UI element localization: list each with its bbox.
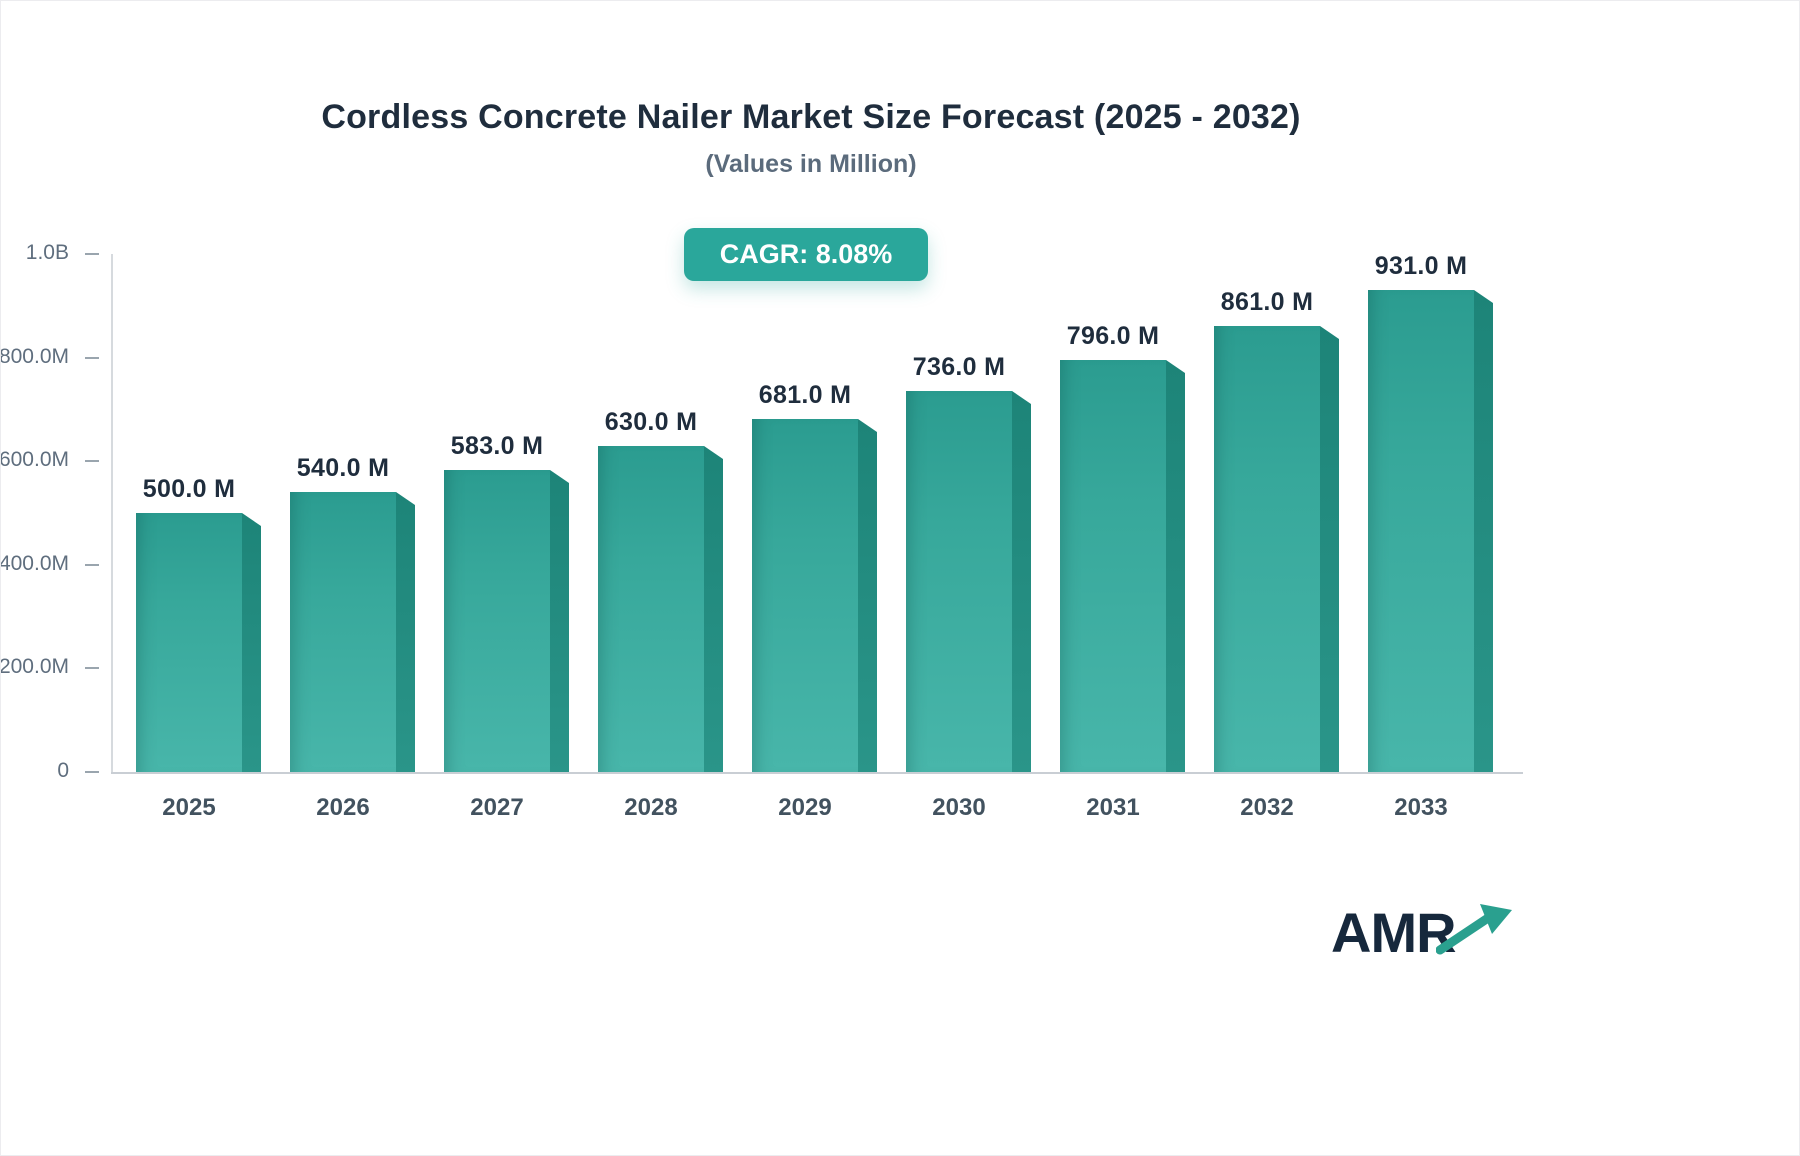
bar-2027[interactable]: 583.0 M: [444, 432, 569, 772]
x-axis-label-2026: 2026: [316, 794, 370, 821]
bar-value-label: 796.0 M: [1066, 322, 1160, 350]
bar-side-face: [1474, 290, 1493, 772]
x-axis-label-2025: 2025: [162, 794, 216, 821]
bar-2033[interactable]: 931.0 M: [1368, 252, 1493, 772]
bar-front-face[interactable]: [752, 419, 858, 772]
bar-front-face[interactable]: [1214, 326, 1320, 772]
x-axis-label-2032: 2032: [1240, 794, 1294, 821]
amr-logo: AMR: [1321, 894, 1531, 974]
bar-value-label: 736.0 M: [912, 353, 1006, 381]
bar-side-face: [858, 419, 877, 772]
y-tick-label: 200.0M: [0, 655, 69, 679]
bar-value-label: 630.0 M: [604, 408, 698, 436]
bar-2028[interactable]: 630.0 M: [598, 408, 723, 772]
amr-logo-text: AMR: [1331, 901, 1457, 964]
x-axis-label-2033: 2033: [1394, 794, 1448, 821]
bar-2030[interactable]: 736.0 M: [906, 353, 1031, 772]
bar-side-face: [242, 513, 261, 772]
bar-value-label: 540.0 M: [296, 454, 390, 482]
x-axis-label-2028: 2028: [624, 794, 678, 821]
x-axis-line: [111, 772, 1523, 774]
bar-2029[interactable]: 681.0 M: [752, 381, 877, 772]
bar-value-label: 931.0 M: [1374, 252, 1468, 280]
cagr-badge: CAGR: 8.08%: [684, 228, 928, 281]
bar-value-label: 861.0 M: [1220, 288, 1314, 316]
plot-area: 1.0B 800.0M 600.0M 400.0M 200.0M 0 500.0 M 2025…: [1, 241, 1523, 821]
x-axis-label-2030: 2030: [932, 794, 986, 821]
x-axis-label-2031: 2031: [1086, 794, 1140, 821]
y-tick-mark: [85, 460, 99, 463]
y-axis-line: [111, 254, 113, 772]
bar-value-label: 583.0 M: [450, 432, 544, 460]
bar-side-face: [550, 470, 569, 772]
y-tick-mark: [85, 356, 99, 359]
y-tick-mark: [85, 771, 99, 773]
x-axis-label-2027: 2027: [470, 794, 524, 821]
y-tick-label: 600.0M: [0, 448, 69, 472]
y-tick-label: 0: [57, 759, 69, 782]
y-tick-label: 800.0M: [0, 344, 69, 368]
bar-2031[interactable]: 796.0 M: [1060, 322, 1185, 772]
chart-title: Cordless Concrete Nailer Market Size For…: [321, 98, 1301, 136]
y-tick-label: 400.0M: [0, 551, 69, 575]
bar-side-face: [396, 492, 415, 772]
bar-front-face[interactable]: [598, 446, 704, 772]
bar-side-face: [704, 446, 723, 772]
bar-2025[interactable]: 500.0 M: [136, 475, 261, 772]
y-tick-label: 1.0B: [25, 241, 69, 264]
y-tick-mark: [85, 253, 99, 255]
bar-front-face[interactable]: [136, 513, 242, 772]
bar-2026[interactable]: 540.0 M: [290, 454, 415, 772]
bar-value-label: 681.0 M: [758, 381, 852, 409]
bar-front-face[interactable]: [906, 391, 1012, 772]
bar-side-face: [1320, 326, 1339, 772]
x-axis-label-2029: 2029: [778, 794, 832, 821]
bar-front-face[interactable]: [444, 470, 550, 772]
y-tick-mark: [85, 667, 99, 670]
chart-subtitle: (Values in Million): [705, 150, 917, 178]
bar-side-face: [1166, 360, 1185, 772]
bar-value-label: 500.0 M: [142, 475, 236, 503]
bar-side-face: [1012, 391, 1031, 772]
amr-logo-arrow-icon: [1436, 904, 1512, 955]
bar-2032[interactable]: 861.0 M: [1214, 288, 1339, 772]
bar-front-face[interactable]: [1060, 360, 1166, 772]
bar-front-face[interactable]: [290, 492, 396, 772]
bar-front-face[interactable]: [1368, 290, 1474, 772]
y-tick-mark: [85, 563, 99, 566]
